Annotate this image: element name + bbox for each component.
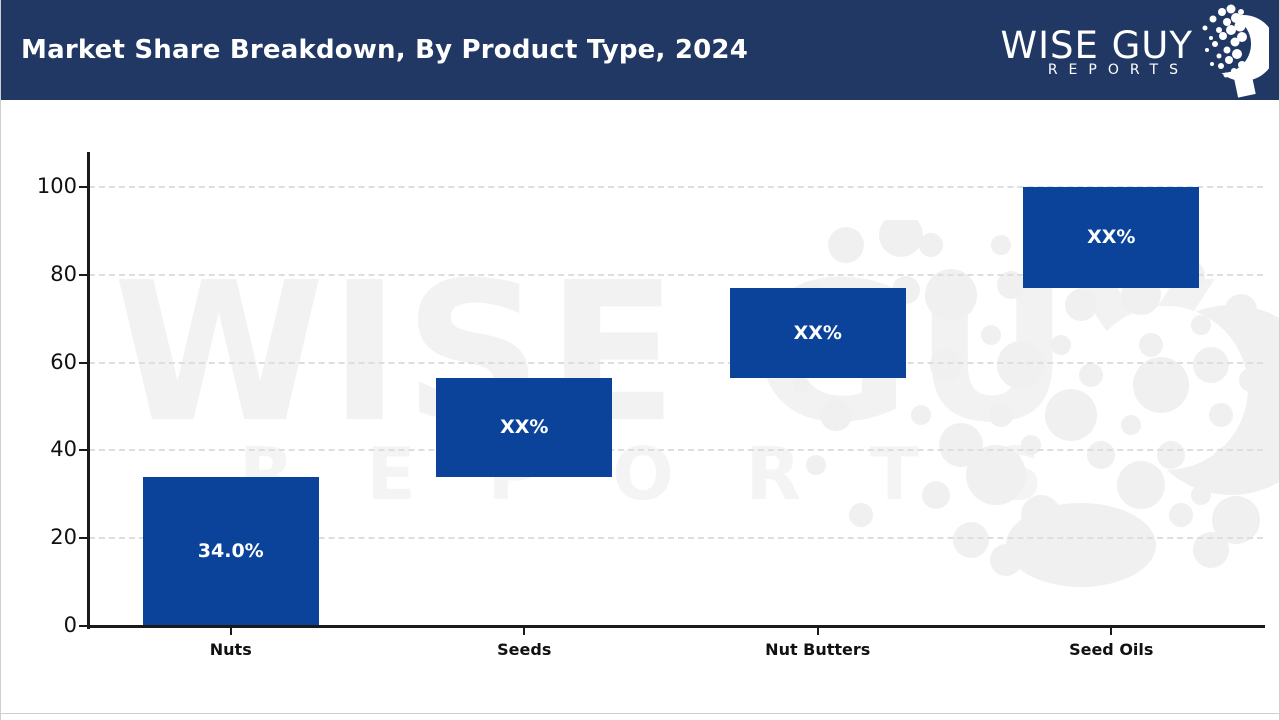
- chart-area: WISE GUY REPORTS: [1, 100, 1279, 714]
- header-banner: Market Share Breakdown, By Product Type,…: [1, 0, 1279, 100]
- bar-seeds: XX%: [436, 377, 613, 477]
- gridline-100: [89, 186, 1263, 188]
- wiseguy-logo: WISE GUY REPORTS: [1001, 0, 1271, 100]
- bar-value-label: 34.0%: [197, 540, 264, 563]
- x-tick-mark: [1110, 626, 1113, 635]
- y-tick-label: 0: [63, 613, 77, 637]
- y-tick-mark: [79, 449, 88, 452]
- chart-title: Market Share Breakdown, By Product Type,…: [21, 35, 748, 65]
- y-tick-label: 20: [50, 525, 77, 550]
- x-axis-line: [87, 625, 1265, 628]
- y-axis-line: [87, 152, 90, 629]
- y-tick-label: 80: [50, 261, 77, 286]
- y-tick-label: 40: [50, 437, 77, 462]
- y-tick-label: 100: [36, 174, 77, 198]
- x-tick-mark: [523, 626, 526, 635]
- category-label: Seeds: [497, 640, 552, 659]
- category-label: Nuts: [209, 640, 252, 659]
- gridline-60: [89, 361, 1263, 364]
- bar-value-label: XX%: [793, 321, 842, 344]
- y-tick-mark: [79, 186, 88, 188]
- bar-value-label: XX%: [1087, 226, 1136, 249]
- category-label: Seed Oils: [1069, 640, 1154, 659]
- bottom-divider: [1, 713, 1279, 714]
- y-tick-mark: [79, 537, 88, 540]
- gridline-40: [89, 449, 1263, 452]
- y-tick-label: 60: [50, 349, 77, 374]
- bar-value-label: XX%: [500, 416, 549, 439]
- gridline-20: [89, 537, 1263, 540]
- x-tick-mark: [816, 626, 819, 635]
- logo-wordmark: WISE GUY: [1000, 24, 1193, 67]
- y-tick-mark: [79, 361, 88, 364]
- category-label: Nut Butters: [765, 640, 871, 659]
- bar-nut-butters: XX%: [729, 287, 906, 378]
- gridline-80: [89, 273, 1263, 276]
- bar-seed-oils: XX%: [1023, 187, 1200, 288]
- y-tick-mark: [79, 625, 88, 627]
- bar-nuts: 34.0%: [142, 476, 319, 626]
- y-tick-mark: [79, 273, 88, 276]
- logo-head-icon: [1197, 4, 1269, 98]
- x-tick-mark: [229, 626, 232, 635]
- logo-subtitle: REPORTS: [1047, 62, 1189, 78]
